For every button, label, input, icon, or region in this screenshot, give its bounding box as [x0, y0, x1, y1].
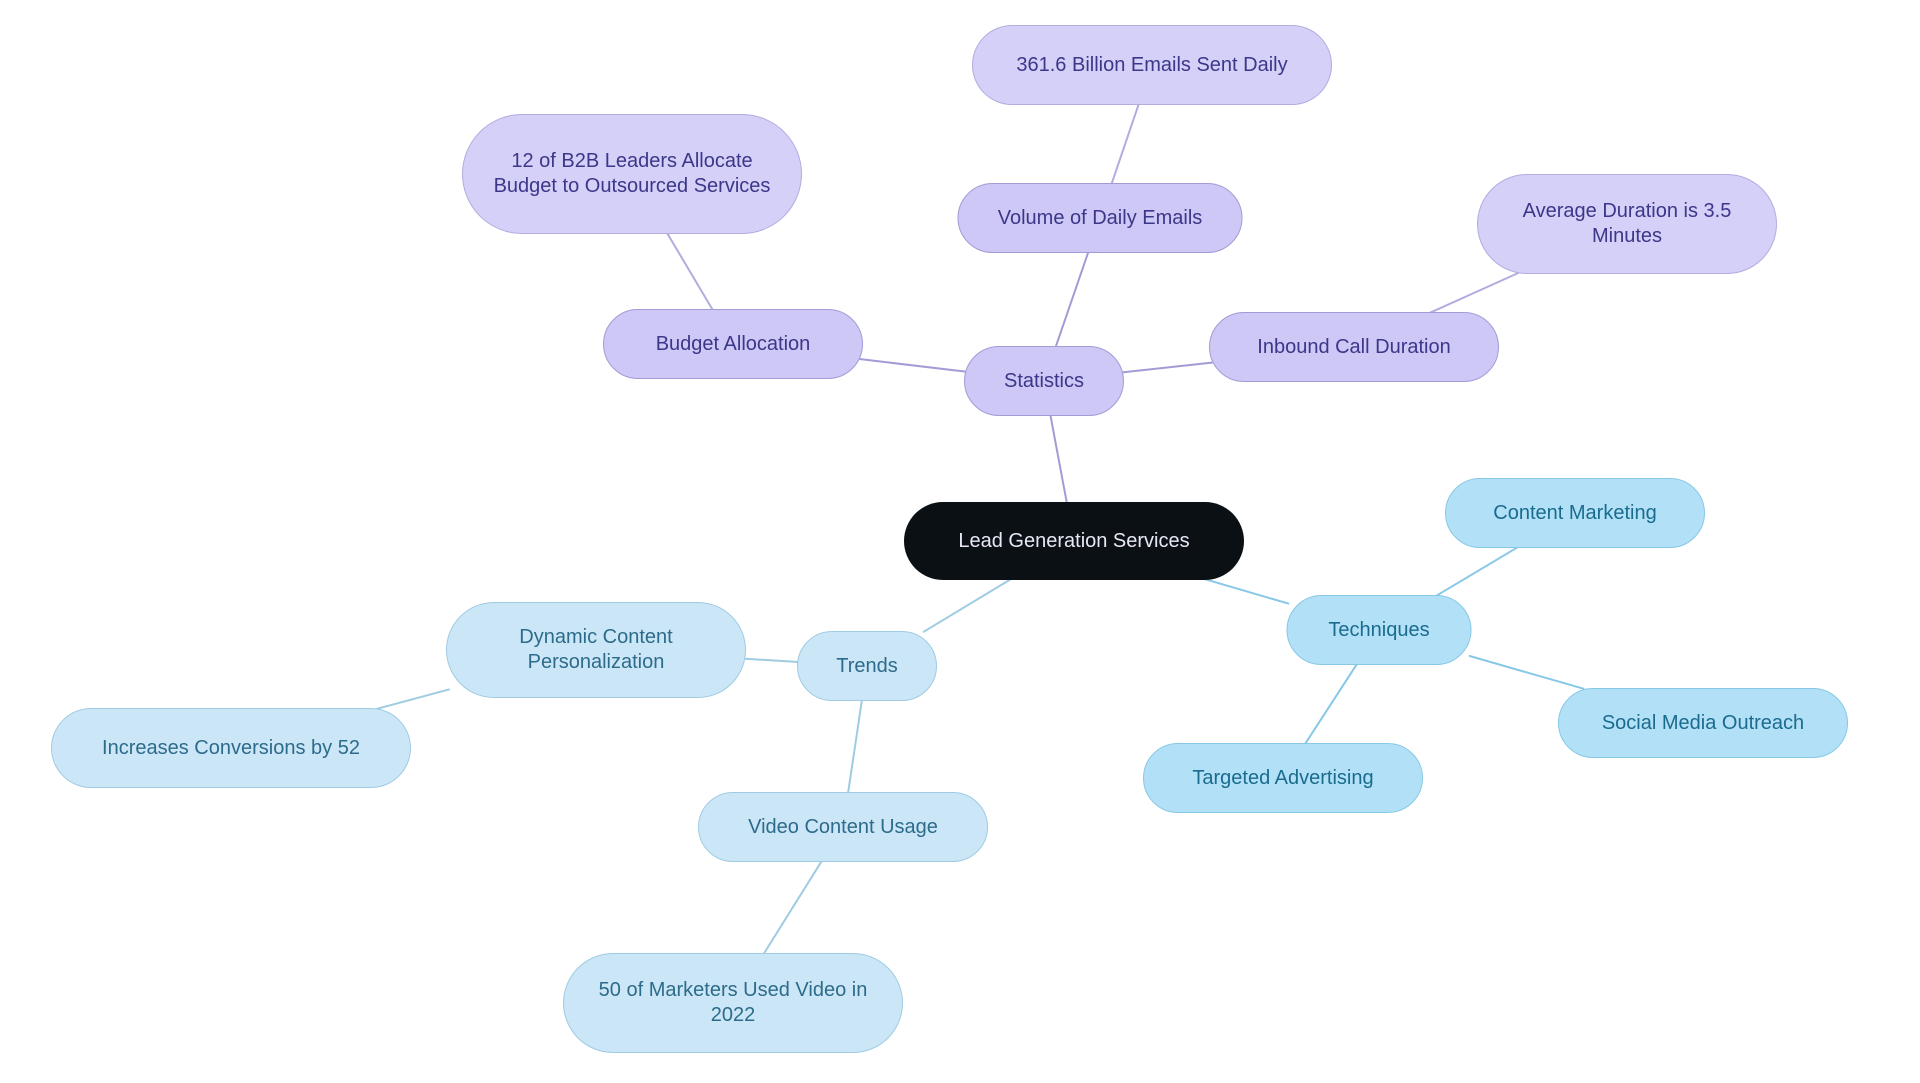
node-targeted-advertising: Targeted Advertising — [1143, 743, 1423, 813]
node-inbound-detail: Average Duration is 3.5 Minutes — [1477, 174, 1777, 274]
node-inbound: Inbound Call Duration — [1209, 312, 1499, 382]
node-social-media: Social Media Outreach — [1558, 688, 1848, 758]
node-budget-allocation: Budget Allocation — [603, 309, 863, 379]
node-content-marketing: Content Marketing — [1445, 478, 1705, 548]
node-dynamic-personalization: Dynamic Content Personalization — [446, 602, 746, 698]
node-statistics: Statistics — [964, 346, 1124, 416]
node-root: Lead Generation Services — [904, 502, 1244, 580]
node-techniques: Techniques — [1287, 595, 1472, 665]
node-volume-detail: 361.6 Billion Emails Sent Daily — [972, 25, 1332, 105]
node-conversions: Increases Conversions by 52 — [51, 708, 411, 788]
node-video-detail: 50 of Marketers Used Video in 2022 — [563, 953, 903, 1053]
node-video-usage: Video Content Usage — [698, 792, 988, 862]
node-trends: Trends — [797, 631, 937, 701]
node-volume: Volume of Daily Emails — [958, 183, 1243, 253]
node-budget-detail: 12 of B2B Leaders Allocate Budget to Out… — [462, 114, 802, 234]
